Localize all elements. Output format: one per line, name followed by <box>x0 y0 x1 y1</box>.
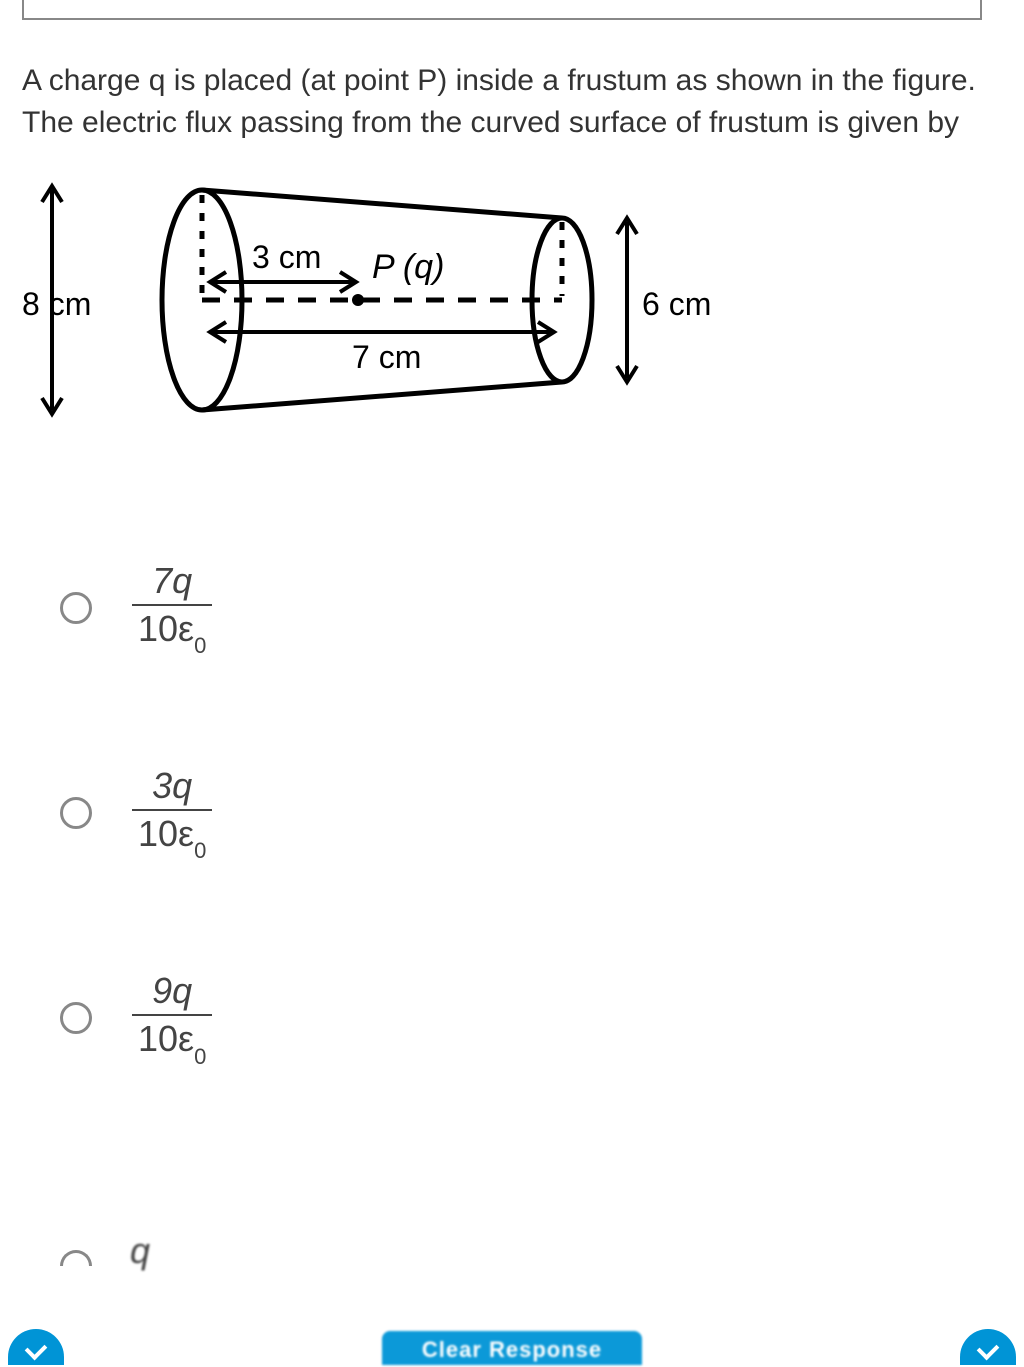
numerator: 9q <box>146 970 198 1014</box>
radio-button[interactable] <box>60 592 92 624</box>
clear-response-button[interactable]: Clear Response <box>382 1331 642 1365</box>
option-row[interactable]: 3q 10ε0 <box>60 765 660 860</box>
frustum-svg: 8 cm 3 cm <box>22 160 742 440</box>
radio-button[interactable] <box>60 1002 92 1034</box>
option-row[interactable]: 7q 10ε0 <box>60 560 660 655</box>
denominator: 10ε0 <box>132 809 212 860</box>
option-row[interactable]: 9q 10ε0 <box>60 970 660 1065</box>
check-icon <box>977 1338 1000 1361</box>
next-button[interactable] <box>960 1329 1016 1365</box>
point-label: P (q) <box>372 248 444 286</box>
bottom-bar: Clear Response <box>0 1322 1024 1367</box>
question-text: A charge q is placed (at point P) inside… <box>22 60 982 144</box>
charge-point <box>352 294 364 306</box>
left-diameter-label: 8 cm <box>22 286 91 322</box>
denominator: 10ε0 <box>132 604 212 655</box>
axis-length-label: 7 cm <box>352 339 421 375</box>
options-list: 7q 10ε0 3q 10ε0 9q 10ε0 <box>60 560 660 1176</box>
question-area: A charge q is placed (at point P) inside… <box>22 60 982 440</box>
numerator: 3q <box>146 765 198 809</box>
frustum-figure: 8 cm 3 cm <box>22 160 742 440</box>
right-diameter-label: 6 cm <box>642 286 711 322</box>
option-fraction: 3q 10ε0 <box>132 765 212 860</box>
numerator: 7q <box>146 560 198 604</box>
option-fraction: 9q 10ε0 <box>132 970 212 1065</box>
option-fraction: 7q 10ε0 <box>132 560 212 655</box>
denominator: 10ε0 <box>132 1014 212 1065</box>
p-distance-label: 3 cm <box>252 239 321 275</box>
radio-button[interactable] <box>60 797 92 829</box>
option-partial: q <box>130 1230 150 1272</box>
top-input-border <box>22 0 982 20</box>
radio-button-partial[interactable] <box>60 1250 92 1266</box>
prev-button[interactable] <box>8 1329 64 1365</box>
check-icon <box>25 1338 48 1361</box>
